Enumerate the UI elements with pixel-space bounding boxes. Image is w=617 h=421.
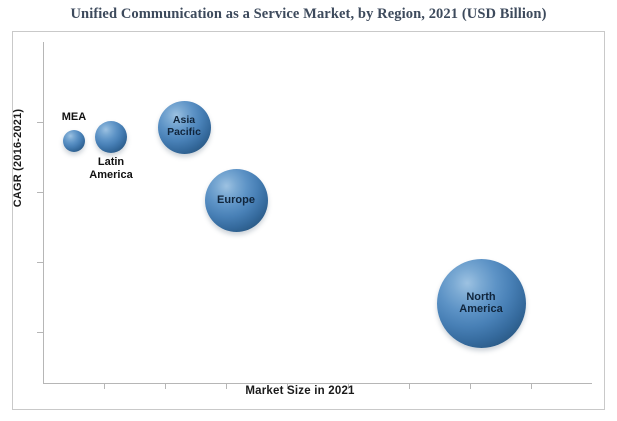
- bubble-north-america[interactable]: North America: [436, 258, 526, 348]
- x-axis-tick-4: [348, 383, 349, 389]
- bubble-asia-pacific[interactable]: Asia Pacific: [157, 100, 211, 154]
- bubble-label-europe: Europe: [217, 193, 255, 206]
- bubble-label-mea: MEA: [61, 111, 87, 123]
- x-axis-tick-7: [531, 383, 532, 389]
- x-axis-tick-6: [470, 383, 471, 389]
- x-axis-tick-5: [409, 383, 410, 389]
- y-axis-tick-2: [37, 262, 43, 263]
- x-axis-tick-3: [287, 383, 288, 389]
- x-axis-tick-0: [104, 383, 105, 389]
- x-axis-line: [43, 383, 592, 384]
- bubble-europe[interactable]: Europe: [204, 168, 268, 232]
- bubble-latin-america[interactable]: [95, 121, 127, 153]
- y-axis-label: CAGR (2016-2021): [12, 108, 24, 208]
- bubble-mea[interactable]: [63, 130, 85, 152]
- x-axis-tick-2: [226, 383, 227, 389]
- bubble-label-latin-america: Latin America: [89, 156, 133, 181]
- bubble-label-north-america: North America: [459, 290, 503, 315]
- bubble-label-asia-pacific: Asia Pacific: [167, 114, 201, 138]
- x-axis-tick-1: [165, 383, 166, 389]
- x-axis-label: Market Size in 2021: [245, 385, 355, 397]
- y-axis-tick-3: [37, 332, 43, 333]
- page-title: Unified Communication as a Service Marke…: [70, 6, 547, 22]
- y-axis-tick-0: [37, 122, 43, 123]
- y-axis-line: [43, 42, 44, 384]
- y-axis-tick-1: [37, 192, 43, 193]
- chart-frame: [12, 31, 605, 410]
